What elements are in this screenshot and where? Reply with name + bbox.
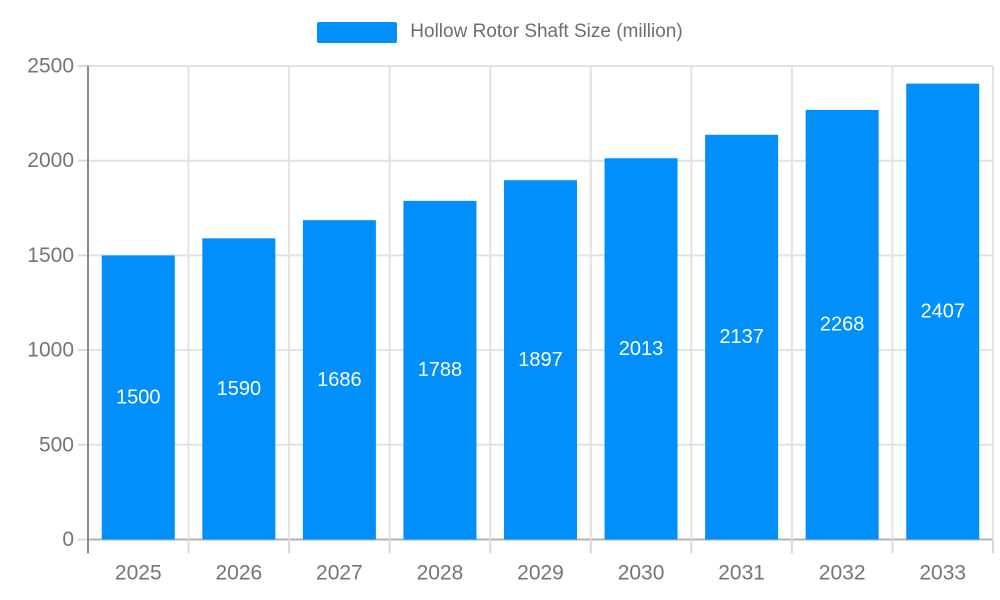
x-axis-label: 2027	[316, 562, 363, 585]
y-axis-label: 500	[39, 433, 74, 456]
x-axis-label: 2030	[618, 562, 665, 585]
bar-2025[interactable]	[101, 255, 175, 540]
bar-value-label: 2407	[920, 301, 965, 323]
y-axis-label: 0	[62, 528, 74, 551]
bar-2028[interactable]	[403, 200, 477, 540]
y-axis-label: 2000	[27, 149, 74, 172]
legend-series-label: Hollow Rotor Shaft Size (million)	[410, 21, 683, 42]
bar-2032[interactable]	[805, 109, 879, 540]
y-axis-label: 1000	[27, 339, 74, 362]
x-axis-label: 2025	[115, 562, 162, 585]
x-axis-label: 2026	[215, 562, 262, 585]
x-axis-label: 2033	[919, 562, 966, 585]
bar-value-label: 2268	[820, 314, 865, 336]
bar-value-label: 1500	[116, 386, 161, 408]
y-axis-label: 1500	[27, 244, 74, 267]
bar-value-label: 1788	[418, 359, 463, 381]
bar-value-label: 2137	[719, 326, 764, 348]
legend-item-series[interactable]: Hollow Rotor Shaft Size (million)	[317, 21, 683, 43]
bar-value-label: 2013	[619, 338, 664, 360]
bar-value-label: 1590	[217, 378, 262, 400]
bar-2030[interactable]	[604, 158, 678, 540]
bar-2026[interactable]	[202, 238, 276, 540]
x-axis-label: 2031	[718, 562, 765, 585]
y-axis-label: 2500	[27, 55, 74, 78]
x-axis-label: 2032	[819, 562, 866, 585]
legend-marker-swatch	[317, 21, 398, 43]
bar-2029[interactable]	[504, 180, 577, 540]
x-axis-label: 2028	[417, 562, 464, 585]
bar-2033[interactable]	[906, 83, 980, 540]
x-axis-label: 2029	[517, 562, 564, 585]
bar-value-label: 1897	[518, 349, 563, 371]
bar-2027[interactable]	[302, 220, 376, 540]
bar-value-label: 1686	[317, 369, 362, 391]
bar-2031[interactable]	[705, 134, 779, 540]
legend: Hollow Rotor Shaft Size (million)	[0, 21, 1000, 43]
